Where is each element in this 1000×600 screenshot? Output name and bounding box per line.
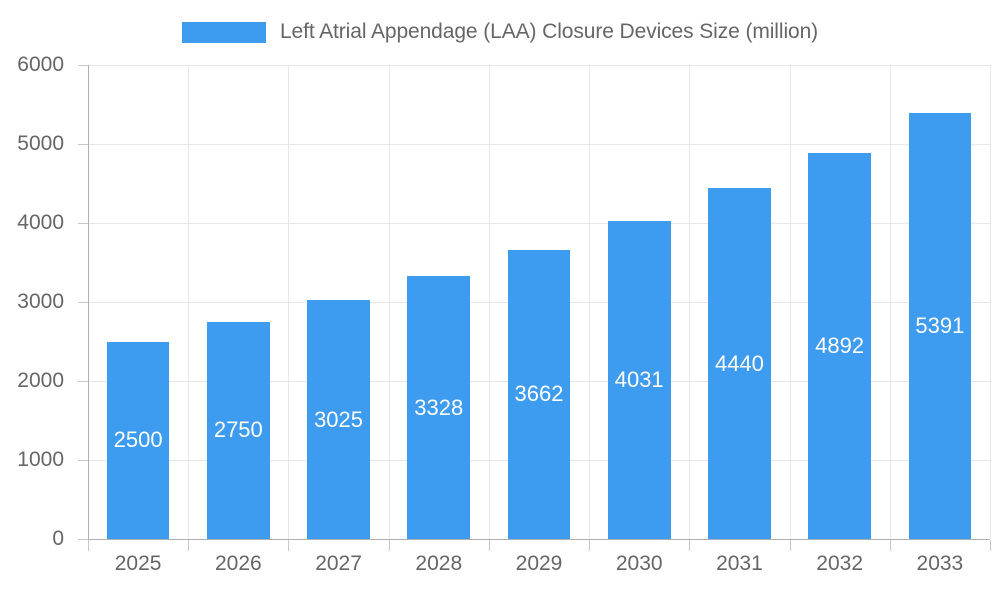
bar[interactable]: 3328 bbox=[407, 276, 471, 539]
bar[interactable]: 4892 bbox=[808, 152, 871, 539]
x-gridline bbox=[589, 65, 591, 539]
y-axis-tick-mark bbox=[78, 381, 88, 382]
bar[interactable]: 3025 bbox=[307, 300, 370, 539]
y-axis-tick-label: 5000 bbox=[17, 132, 64, 155]
x-gridline bbox=[488, 65, 490, 539]
x-axis-tick-mark bbox=[288, 540, 290, 551]
y-axis-tick-label: 3000 bbox=[17, 290, 64, 313]
x-axis-tick-label: 2029 bbox=[515, 552, 563, 575]
x-gridline bbox=[288, 65, 290, 539]
x-axis-tick-mark bbox=[589, 540, 591, 551]
x-axis-tick-mark bbox=[88, 540, 89, 551]
y-axis-tick-label: 6000 bbox=[17, 53, 64, 76]
bar[interactable]: 3662 bbox=[507, 249, 571, 539]
y-axis-tick-label: 0 bbox=[52, 527, 64, 550]
bar-value-label: 3025 bbox=[314, 406, 364, 432]
x-axis-tick-label: 2031 bbox=[716, 552, 763, 575]
bar-value-label: 5391 bbox=[915, 313, 965, 339]
x-gridline bbox=[388, 65, 390, 539]
x-axis-tick-mark bbox=[188, 540, 190, 551]
chart-legend: Left Atrial Appendage (LAA) Closure Devi… bbox=[0, 14, 1000, 50]
legend-label[interactable]: Left Atrial Appendage (LAA) Closure Devi… bbox=[279, 20, 819, 43]
x-axis-tick-label: 2030 bbox=[615, 552, 663, 575]
x-axis-tick-label: 2025 bbox=[114, 552, 162, 575]
y-gridline bbox=[88, 223, 990, 224]
y-axis-tick-mark bbox=[78, 144, 88, 145]
y-gridline bbox=[88, 65, 990, 66]
bar[interactable]: 2750 bbox=[207, 321, 270, 539]
x-axis-tick-mark bbox=[889, 540, 891, 551]
x-gridline bbox=[889, 65, 891, 539]
bar[interactable]: 4031 bbox=[607, 220, 671, 539]
y-axis-tick-mark bbox=[78, 539, 88, 540]
y-axis-tick-mark bbox=[78, 65, 88, 66]
x-axis-tick-mark bbox=[488, 540, 490, 551]
y-axis-tick-label: 1000 bbox=[17, 448, 64, 471]
x-axis-tick-mark bbox=[388, 540, 390, 551]
x-axis-tick-label: 2027 bbox=[315, 552, 362, 575]
y-axis-tick-mark bbox=[78, 223, 88, 224]
bar[interactable]: 2500 bbox=[106, 341, 170, 539]
x-axis-line bbox=[88, 539, 990, 540]
y-axis-line bbox=[88, 65, 89, 540]
x-axis-tick-label: 2028 bbox=[415, 552, 463, 575]
y-axis-tick-mark bbox=[78, 460, 88, 461]
x-gridline bbox=[689, 65, 691, 539]
bar[interactable]: 5391 bbox=[908, 113, 972, 539]
bar-value-label: 2500 bbox=[113, 427, 163, 453]
x-axis-tick-label: 2033 bbox=[916, 552, 964, 575]
plot-area: 2500 2750 3025 3328 3662 4031 4440 4892 5391 bbox=[88, 65, 991, 540]
x-gridline bbox=[990, 65, 991, 539]
bar-value-label: 4031 bbox=[614, 366, 664, 392]
x-axis-tick-label: 2032 bbox=[816, 552, 864, 575]
y-axis-labels: 0 1000 2000 3000 4000 5000 6000 bbox=[0, 0, 76, 600]
legend-color-swatch[interactable] bbox=[181, 21, 266, 43]
bar[interactable]: 4440 bbox=[708, 188, 771, 539]
x-axis-tick-mark bbox=[990, 540, 991, 551]
y-axis-tick-label: 4000 bbox=[17, 211, 64, 234]
x-axis-labels: 2025 2026 2027 2028 2029 2030 2031 2032 2033 bbox=[88, 552, 990, 592]
bar-value-label: 3662 bbox=[514, 381, 564, 407]
y-gridline bbox=[88, 144, 990, 145]
x-gridline bbox=[188, 65, 190, 539]
x-gridline bbox=[789, 65, 791, 539]
bar-value-label: 4440 bbox=[714, 350, 764, 376]
bar-value-label: 2750 bbox=[213, 417, 263, 443]
y-axis-tick-label: 2000 bbox=[17, 369, 64, 392]
y-axis-tick-mark bbox=[78, 302, 88, 303]
x-axis-tick-label: 2026 bbox=[214, 552, 262, 575]
bar-value-label: 3328 bbox=[414, 394, 464, 420]
x-axis-tick-mark bbox=[789, 540, 791, 551]
bar-value-label: 4892 bbox=[815, 332, 865, 358]
x-axis-tick-mark bbox=[689, 540, 691, 551]
